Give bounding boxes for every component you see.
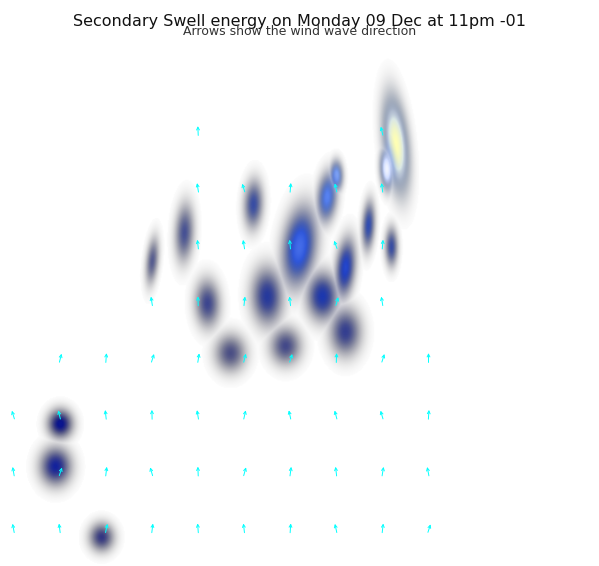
Text: Arrows show the wind wave direction: Arrows show the wind wave direction	[183, 24, 416, 37]
Text: Secondary Swell energy on Monday 09 Dec at 11pm -01: Secondary Swell energy on Monday 09 Dec …	[73, 14, 526, 29]
